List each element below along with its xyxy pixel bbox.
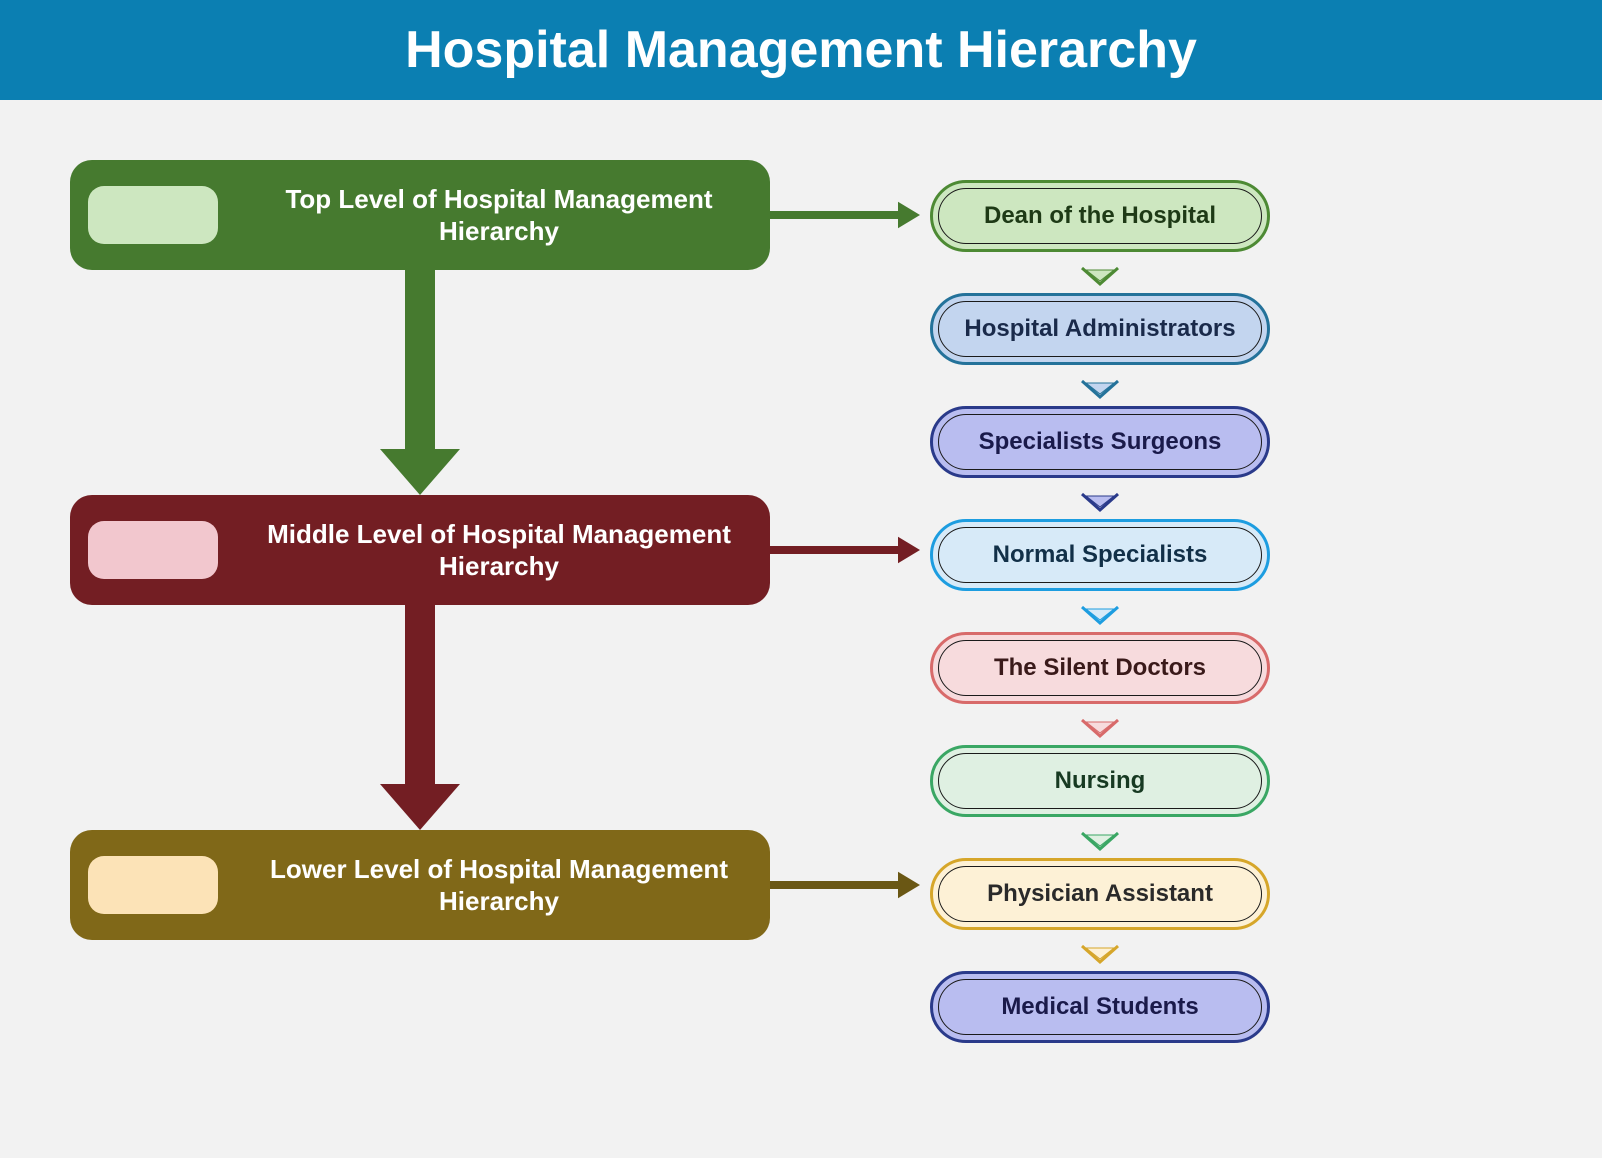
role-label: Hospital Administrators — [964, 315, 1235, 343]
diagram-canvas: Top Level of Hospital Management Hierarc… — [0, 100, 1602, 1158]
role-physician-assistant: Physician Assistant — [930, 858, 1270, 930]
level-chip — [88, 521, 218, 579]
role-silent-doctors: The Silent Doctors — [930, 632, 1270, 704]
role-dean: Dean of the Hospital — [930, 180, 1270, 252]
role-specialist-surgeons: Specialists Surgeons — [930, 406, 1270, 478]
level-lower: Lower Level of Hospital Management Hiera… — [70, 830, 770, 940]
title-bar: Hospital Management Hierarchy — [0, 0, 1602, 100]
level-label: Middle Level of Hospital Management Hier… — [252, 518, 746, 583]
role-administrators: Hospital Administrators — [930, 293, 1270, 365]
role-label: Medical Students — [1001, 993, 1198, 1021]
role-label: Nursing — [1055, 767, 1146, 795]
level-chip — [88, 856, 218, 914]
role-medical-students: Medical Students — [930, 971, 1270, 1043]
page-title: Hospital Management Hierarchy — [405, 20, 1197, 80]
role-label: Normal Specialists — [993, 541, 1208, 569]
level-label: Top Level of Hospital Management Hierarc… — [252, 183, 746, 248]
role-nursing: Nursing — [930, 745, 1270, 817]
level-middle: Middle Level of Hospital Management Hier… — [70, 495, 770, 605]
role-label: The Silent Doctors — [994, 654, 1206, 682]
role-label: Physician Assistant — [987, 880, 1213, 908]
role-normal-specialists: Normal Specialists — [930, 519, 1270, 591]
role-label: Specialists Surgeons — [979, 428, 1222, 456]
role-label: Dean of the Hospital — [984, 202, 1216, 230]
level-label: Lower Level of Hospital Management Hiera… — [252, 853, 746, 918]
level-top: Top Level of Hospital Management Hierarc… — [70, 160, 770, 270]
level-chip — [88, 186, 218, 244]
